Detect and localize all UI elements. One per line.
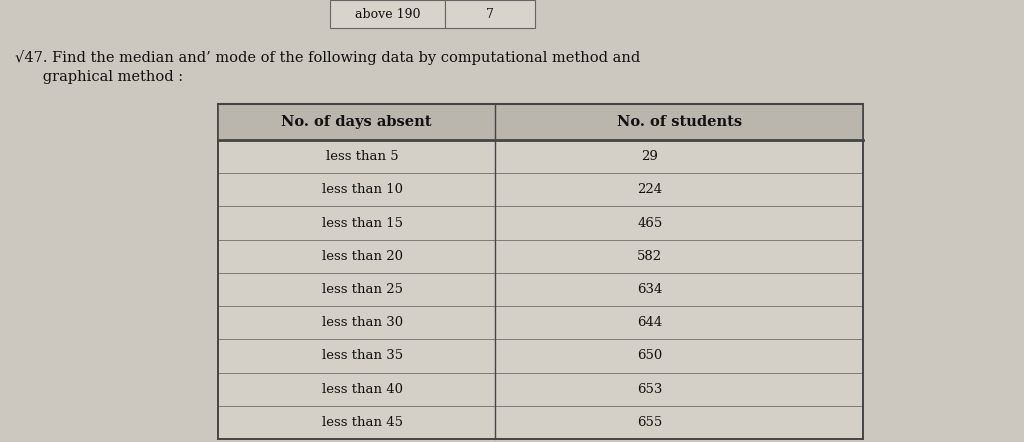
Text: 29: 29 <box>641 150 658 163</box>
Text: less than 10: less than 10 <box>322 183 402 196</box>
Text: 650: 650 <box>637 350 663 362</box>
Text: less than 25: less than 25 <box>322 283 402 296</box>
Text: 465: 465 <box>637 217 663 229</box>
Text: 644: 644 <box>637 316 663 329</box>
Bar <box>445 0 535 28</box>
Text: less than 35: less than 35 <box>322 350 402 362</box>
Text: 634: 634 <box>637 283 663 296</box>
Text: graphical method :: graphical method : <box>15 70 183 84</box>
Text: less than 20: less than 20 <box>322 250 402 263</box>
Text: less than 40: less than 40 <box>322 383 402 396</box>
Text: √47. Find the median and’ mode of the following data by computational method and: √47. Find the median and’ mode of the fo… <box>15 50 640 65</box>
Text: 582: 582 <box>637 250 663 263</box>
Text: 653: 653 <box>637 383 663 396</box>
Text: 655: 655 <box>637 416 663 429</box>
Text: less than 5: less than 5 <box>326 150 398 163</box>
Text: 7: 7 <box>486 8 494 20</box>
Text: above 190: above 190 <box>354 8 420 20</box>
Text: No. of students: No. of students <box>616 115 741 129</box>
Text: less than 30: less than 30 <box>322 316 402 329</box>
Text: less than 15: less than 15 <box>322 217 402 229</box>
Bar <box>330 0 445 28</box>
Bar <box>218 104 863 439</box>
Text: 224: 224 <box>637 183 663 196</box>
Text: No. of days absent: No. of days absent <box>282 115 432 129</box>
Text: less than 45: less than 45 <box>322 416 402 429</box>
Bar <box>218 104 863 140</box>
